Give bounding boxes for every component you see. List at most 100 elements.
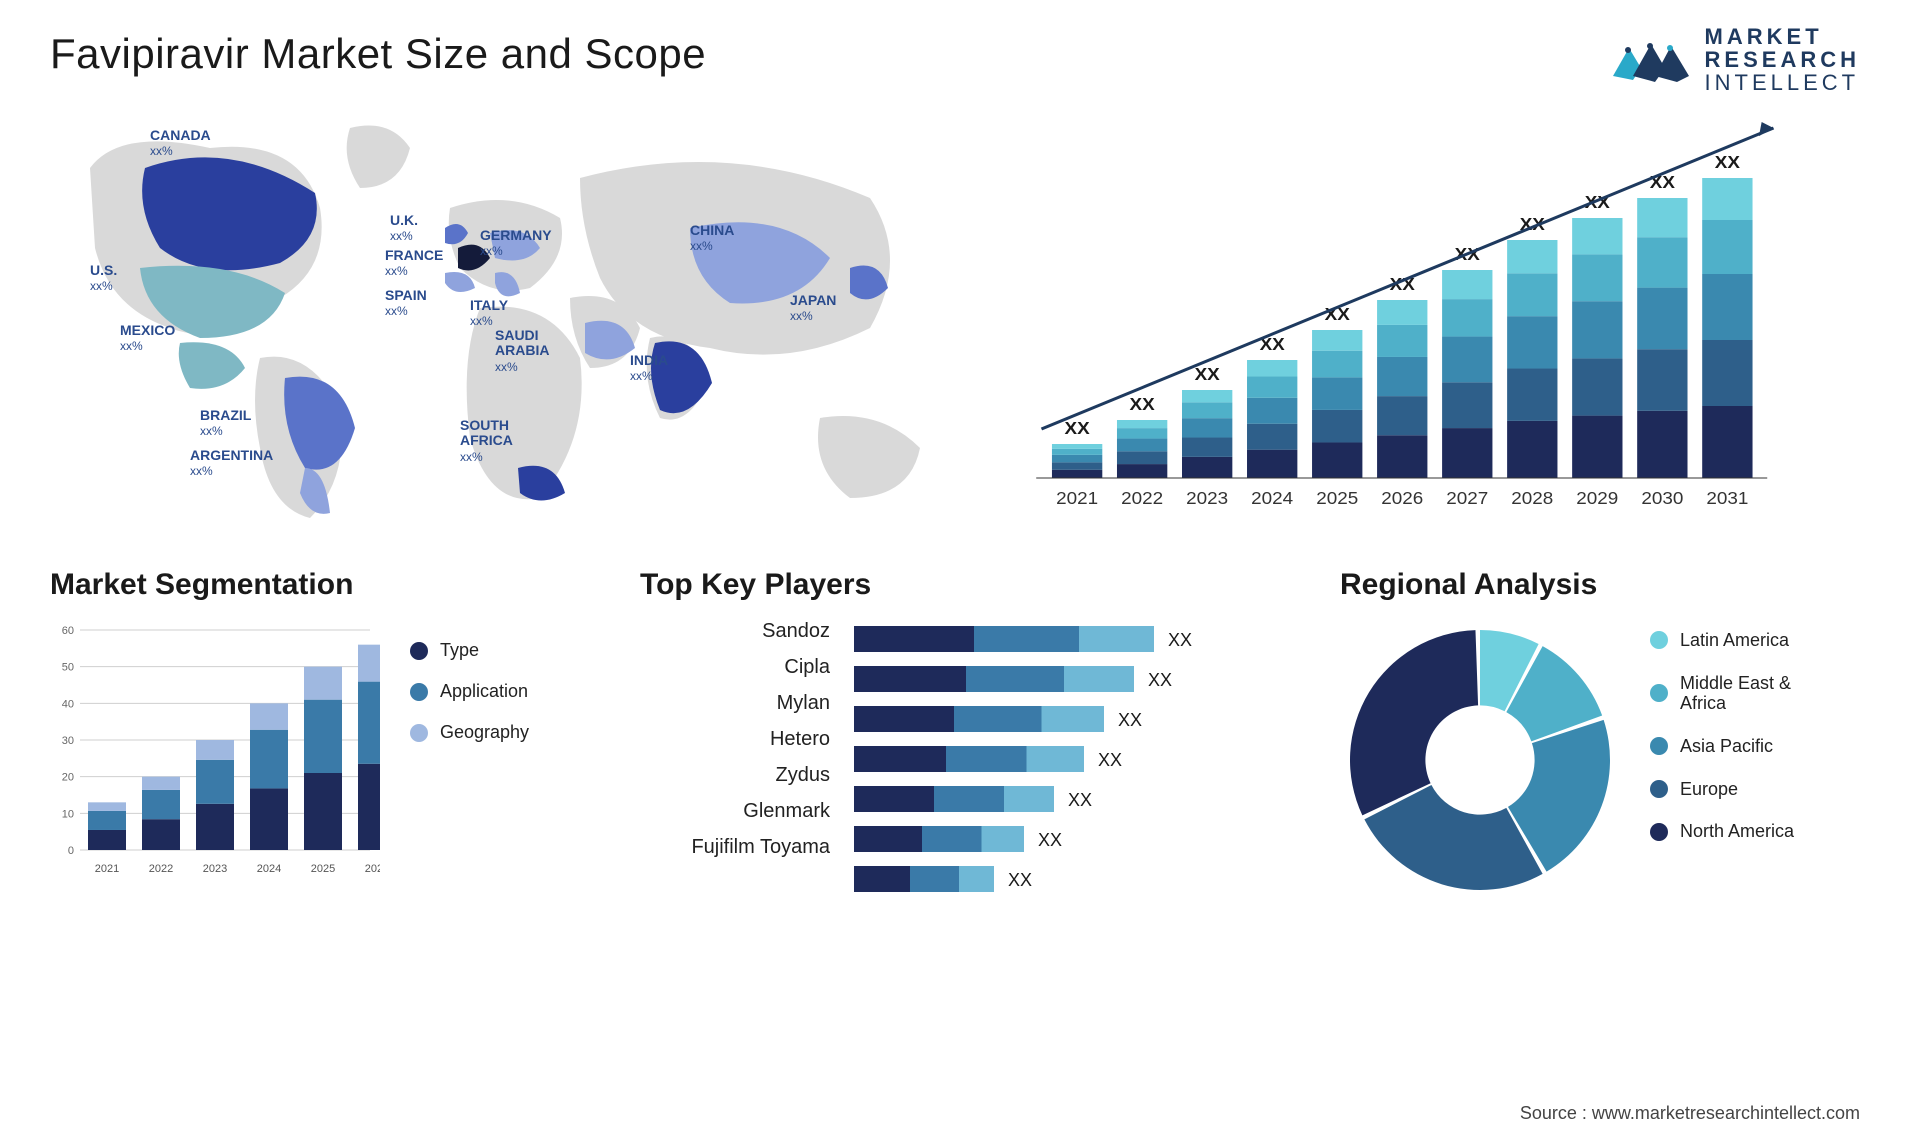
svg-text:XX: XX (1118, 710, 1142, 730)
map-label: MEXICOxx% (120, 323, 175, 354)
svg-text:2021: 2021 (1056, 487, 1098, 507)
svg-text:30: 30 (62, 735, 74, 747)
legend-item: Type (410, 640, 529, 661)
logo-icon (1611, 32, 1691, 88)
map-label: SAUDIARABIAxx% (495, 328, 549, 374)
svg-text:XX: XX (1168, 630, 1192, 650)
legend-swatch (1650, 631, 1668, 649)
legend-swatch (1650, 737, 1668, 755)
growth-bar-chart: XX2021XX2022XX2023XX2024XX2025XX2026XX20… (1010, 98, 1870, 528)
svg-text:40: 40 (62, 698, 74, 710)
svg-text:XX: XX (1130, 393, 1156, 413)
svg-text:2024: 2024 (257, 863, 281, 875)
player-name: Mylan (640, 692, 830, 715)
svg-text:2031: 2031 (1706, 487, 1748, 507)
regional-legend: Latin America Middle East &Africa Asia Pac… (1650, 630, 1794, 842)
svg-text:0: 0 (68, 845, 74, 857)
map-label: U.S.xx% (90, 263, 117, 294)
map-label: SOUTHAFRICAxx% (460, 418, 513, 464)
svg-text:60: 60 (62, 625, 74, 637)
svg-text:2021: 2021 (95, 863, 119, 875)
source-attribution: Source : www.marketresearchintellect.com (1520, 1103, 1860, 1124)
svg-text:XX: XX (1068, 790, 1092, 810)
legend-item: Europe (1650, 779, 1794, 800)
map-label: ITALYxx% (470, 298, 508, 329)
svg-text:2026: 2026 (365, 863, 380, 875)
regional-panel: Regional Analysis Latin America Middle Ea… (1340, 568, 1870, 900)
svg-text:XX: XX (1715, 151, 1741, 171)
players-chart: XX XX XX XX XX XX XX (850, 620, 1310, 900)
world-map: CANADAxx% U.S.xx% MEXICOxx% BRAZILxx% ARGENT… (50, 98, 970, 528)
map-label: INDIAxx% (630, 353, 668, 384)
page-title: Favipiravir Market Size and Scope (50, 30, 1870, 78)
svg-text:2028: 2028 (1511, 487, 1553, 507)
legend-label: Type (440, 640, 479, 661)
legend-label: Asia Pacific (1680, 736, 1773, 757)
legend-item: Asia Pacific (1650, 736, 1794, 757)
svg-text:2023: 2023 (1186, 487, 1228, 507)
logo-line2: RESEARCH (1705, 48, 1860, 71)
svg-text:2025: 2025 (1316, 487, 1358, 507)
regional-title: Regional Analysis (1340, 568, 1870, 602)
map-label: U.K.xx% (390, 213, 418, 244)
svg-text:2025: 2025 (311, 863, 335, 875)
segmentation-panel: Market Segmentation 0 10 20 30 40 50 60 2021 202… (50, 568, 610, 900)
legend-item: Latin America (1650, 630, 1794, 651)
legend-swatch (410, 642, 428, 660)
map-label: BRAZILxx% (200, 408, 251, 439)
brand-logo: MARKET RESEARCH INTELLECT (1611, 25, 1860, 94)
svg-text:2026: 2026 (1381, 487, 1423, 507)
svg-text:XX: XX (1195, 363, 1221, 383)
legend-label: Application (440, 681, 528, 702)
map-label: SPAINxx% (385, 288, 427, 319)
legend-label: Latin America (1680, 630, 1789, 651)
svg-text:20: 20 (62, 772, 74, 784)
svg-text:XX: XX (1098, 750, 1122, 770)
legend-swatch (410, 724, 428, 742)
svg-text:10: 10 (62, 808, 74, 820)
player-name: Fujifilm Toyama (640, 836, 830, 859)
svg-text:2022: 2022 (1121, 487, 1163, 507)
svg-text:2027: 2027 (1446, 487, 1488, 507)
map-label: ARGENTINAxx% (190, 448, 273, 479)
legend-label: Europe (1680, 779, 1738, 800)
svg-text:2029: 2029 (1576, 487, 1618, 507)
svg-text:XX: XX (1148, 670, 1172, 690)
svg-text:2030: 2030 (1641, 487, 1683, 507)
legend-item: North America (1650, 821, 1794, 842)
logo-line1: MARKET (1705, 25, 1860, 48)
legend-item: Geography (410, 722, 529, 743)
map-label: CHINAxx% (690, 223, 734, 254)
legend-label: North America (1680, 821, 1794, 842)
svg-text:XX: XX (1065, 417, 1091, 437)
segmentation-chart: 0 10 20 30 40 50 60 2021 2022 2023 2024 2025 2026 (50, 620, 380, 880)
legend-label: Geography (440, 722, 529, 743)
svg-text:2023: 2023 (203, 863, 227, 875)
svg-text:2022: 2022 (149, 863, 173, 875)
segmentation-title: Market Segmentation (50, 568, 610, 602)
regional-donut (1340, 620, 1620, 900)
svg-text:XX: XX (1038, 830, 1062, 850)
players-panel: Top Key Players Sandoz Cipla Mylan Hetero Zy… (640, 568, 1310, 900)
svg-text:2024: 2024 (1251, 487, 1293, 507)
players-title: Top Key Players (640, 568, 1310, 602)
legend-label: Middle East &Africa (1680, 673, 1791, 714)
player-name: Zydus (640, 764, 830, 787)
svg-text:XX: XX (1008, 870, 1032, 890)
legend-swatch (1650, 780, 1668, 798)
player-name: Hetero (640, 728, 830, 751)
player-name: Glenmark (640, 800, 830, 823)
map-label: JAPANxx% (790, 293, 836, 324)
legend-item: Middle East &Africa (1650, 673, 1794, 714)
map-label: FRANCExx% (385, 248, 443, 279)
map-label: GERMANYxx% (480, 228, 552, 259)
player-name: Sandoz (640, 620, 830, 643)
legend-swatch (410, 683, 428, 701)
legend-item: Application (410, 681, 529, 702)
svg-text:50: 50 (62, 662, 74, 674)
players-names: Sandoz Cipla Mylan Hetero Zydus Glenmark Fujif… (640, 620, 830, 900)
logo-line3: INTELLECT (1705, 71, 1860, 94)
player-name: Cipla (640, 656, 830, 679)
segmentation-legend: Type Application Geography (410, 640, 529, 880)
map-label: CANADAxx% (150, 128, 211, 159)
